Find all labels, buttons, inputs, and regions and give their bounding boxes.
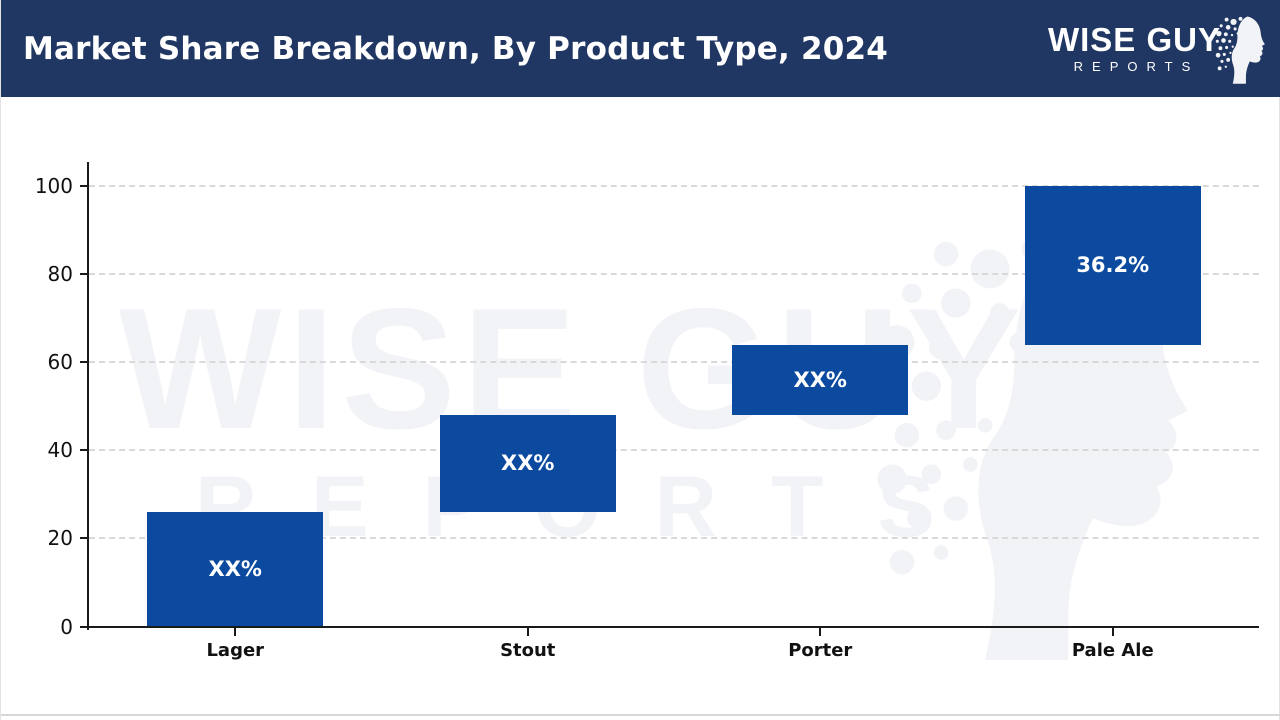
- bar-segment: XX%: [732, 345, 909, 415]
- x-tick-mark: [1111, 628, 1114, 636]
- x-tick-mark: [234, 628, 237, 636]
- logo-subtitle: REPORTS: [1073, 58, 1200, 74]
- bar-value-label: XX%: [501, 451, 555, 476]
- x-axis: [87, 625, 1259, 628]
- bar-value-label: XX%: [208, 557, 262, 582]
- gridline: [89, 449, 1259, 452]
- bar-segment: XX%: [147, 511, 324, 627]
- y-tick-label: 40: [47, 438, 73, 463]
- y-tick-label: 80: [47, 261, 73, 286]
- logo-wordmark: WISE GUY: [1047, 21, 1221, 59]
- y-tick-label: 20: [47, 526, 73, 551]
- x-tick-label: Porter: [788, 639, 853, 661]
- y-tick-label: 0: [60, 614, 73, 639]
- y-tick-label: 100: [34, 173, 73, 198]
- wiseguy-logo: WISE GUY REPORTS: [1048, 6, 1273, 92]
- header: Market Share Breakdown, By Product Type,…: [1, 0, 1280, 97]
- y-tick-mark: [80, 449, 89, 452]
- x-tick-label: Stout: [500, 639, 556, 661]
- x-tick-mark: [526, 628, 529, 636]
- x-tick-label: Lager: [206, 639, 265, 661]
- y-tick-mark: [80, 625, 89, 628]
- page-title: Market Share Breakdown, By Product Type,…: [23, 30, 889, 67]
- bar-segment: XX%: [439, 414, 616, 512]
- x-tick-mark: [819, 628, 822, 636]
- y-tick-mark: [80, 537, 89, 540]
- bar-value-label: XX%: [793, 367, 847, 392]
- gridline: [89, 184, 1259, 187]
- gridline: [89, 537, 1259, 540]
- y-tick-mark: [80, 184, 89, 187]
- gridline: [89, 360, 1259, 363]
- x-tick-label: Pale Ale: [1071, 639, 1154, 661]
- y-tick-mark: [80, 360, 89, 363]
- bar-value-label: 36.2%: [1076, 253, 1150, 278]
- bottom-border: [1, 714, 1280, 716]
- y-tick-label: 60: [47, 349, 73, 374]
- gridline: [89, 272, 1259, 275]
- logo-text: WISE GUY REPORTS: [1048, 23, 1221, 74]
- y-axis: [87, 162, 89, 630]
- wiseguy-head-logo-icon: [1215, 16, 1265, 84]
- y-tick-mark: [80, 272, 89, 275]
- bar-segment: 36.2%: [1024, 185, 1201, 346]
